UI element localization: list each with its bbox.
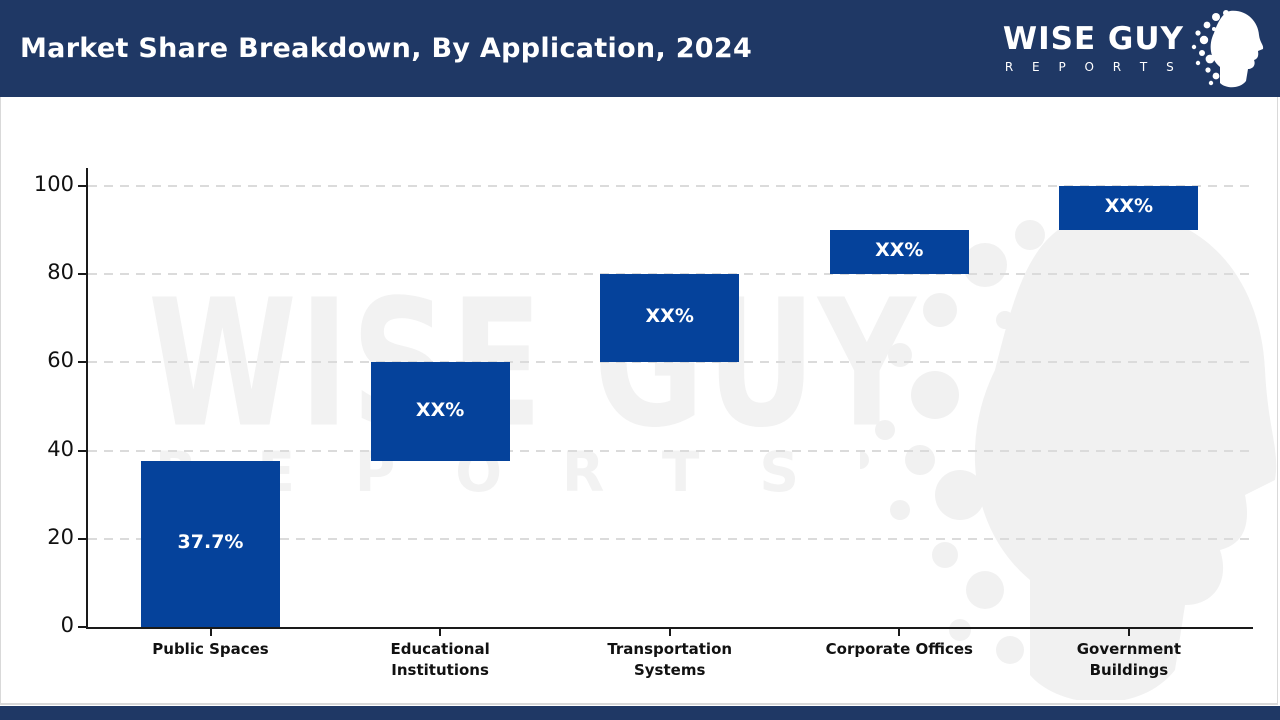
y-gridline (88, 185, 1253, 187)
category-label: Transportation Systems (607, 640, 733, 679)
x-axis-line (86, 627, 1253, 629)
y-tick-mark (78, 626, 86, 628)
market-share-bar (829, 230, 969, 275)
header-banner: Market Share Breakdown, By Application, … (0, 0, 1280, 97)
bar-value-label: 37.7% (177, 530, 244, 553)
market-share-bar (141, 460, 280, 627)
brand-name: WISE GUY (1002, 21, 1184, 57)
y-axis-tick-label: 80 (47, 260, 74, 285)
footer-banner (0, 706, 1280, 720)
x-tick-mark (668, 629, 671, 636)
y-gridline (88, 537, 1253, 540)
y-axis-line (86, 168, 88, 629)
x-tick-mark (209, 629, 212, 636)
bar-value-label: XX% (875, 239, 924, 262)
market-share-bar (370, 362, 510, 461)
y-gridline (88, 449, 1253, 452)
bar-value-label: XX% (1104, 195, 1154, 218)
brand-logo-words: WISE GUY R E P O R T S (1002, 21, 1184, 75)
dotted-head-profile-icon (1191, 10, 1264, 88)
y-axis-tick-label: 100 (33, 172, 74, 196)
x-tick-mark (1127, 629, 1130, 636)
bar-value-label: XX% (645, 305, 694, 328)
y-tick-mark (78, 185, 86, 187)
market-share-bar (600, 274, 740, 363)
y-axis-tick-label: 20 (47, 524, 74, 549)
brand-subtitle: R E P O R T S (1004, 60, 1182, 74)
page-title: Market Share Breakdown, By Application, … (20, 33, 753, 64)
y-axis-tick-label: 0 (60, 613, 74, 637)
y-tick-mark (78, 273, 86, 276)
category-label: Educational Institutions (390, 640, 490, 679)
y-tick-mark (78, 449, 86, 452)
y-axis-tick-label: 40 (47, 436, 74, 461)
brand-logo: WISE GUY R E P O R T S (1003, 6, 1266, 92)
category-label: Government Buildings (1076, 640, 1182, 679)
y-tick-mark (78, 537, 86, 540)
bar-value-label: XX% (415, 398, 465, 421)
y-gridline (88, 361, 1253, 364)
x-tick-mark (898, 629, 901, 636)
category-label: Public Spaces (152, 640, 269, 658)
category-label: Corporate Offices (825, 640, 973, 658)
y-axis-tick-label: 60 (47, 348, 74, 373)
x-tick-mark (439, 629, 442, 636)
y-tick-mark (78, 361, 86, 364)
